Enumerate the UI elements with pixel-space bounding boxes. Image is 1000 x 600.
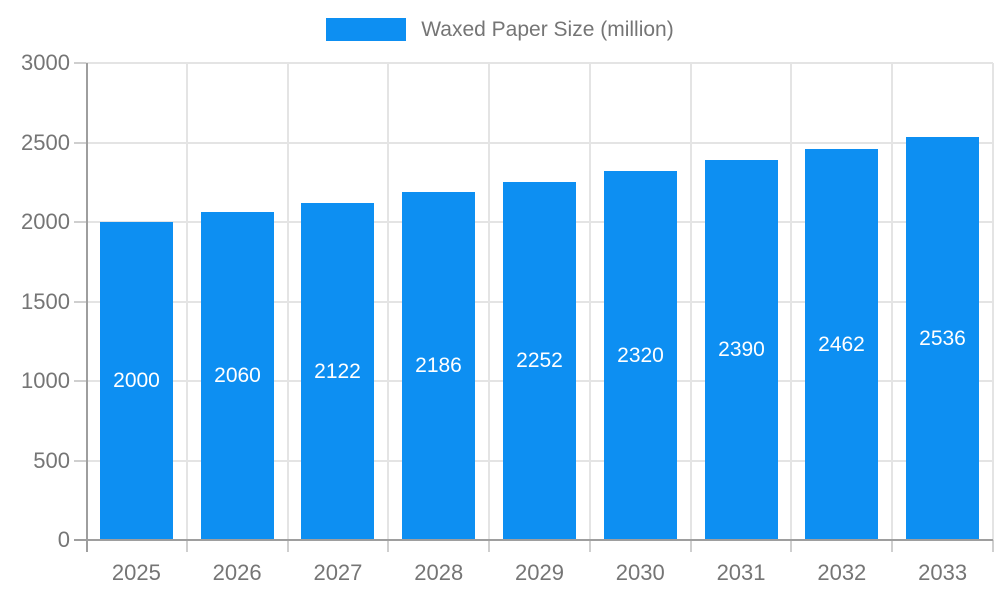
bar[interactable]: 2462 — [805, 149, 878, 540]
gridline-h — [86, 62, 993, 64]
gridline-v — [992, 63, 994, 540]
legend-swatch-icon — [326, 18, 407, 41]
bar-value-label: 2060 — [214, 364, 261, 387]
y-axis-label: 0 — [57, 527, 70, 552]
x-axis-tick — [186, 540, 188, 552]
legend: Waxed Paper Size (million) — [0, 18, 1000, 41]
gridline-v — [690, 63, 692, 540]
gridline-h — [86, 142, 993, 144]
x-axis-label: 2032 — [817, 560, 867, 585]
bar[interactable]: 2060 — [201, 212, 274, 540]
gridline-v — [186, 63, 188, 540]
bar-value-label: 2252 — [516, 349, 563, 372]
bar-value-label: 2186 — [415, 354, 462, 377]
bar-value-label: 2462 — [818, 332, 865, 356]
bar[interactable]: 2122 — [301, 203, 374, 540]
x-axis-label: 2027 — [313, 560, 363, 585]
x-axis-tick — [287, 540, 289, 552]
x-axis-label: 2028 — [414, 560, 464, 585]
x-axis-label: 2031 — [716, 560, 766, 585]
bar-value-label: 2000 — [113, 369, 160, 392]
y-axis-tick — [74, 460, 86, 462]
x-axis-tick — [387, 540, 389, 552]
x-axis-tick — [992, 540, 994, 552]
gridline-v — [387, 63, 389, 540]
legend-item[interactable]: Waxed Paper Size (million) — [326, 18, 674, 41]
x-axis-tick — [488, 540, 490, 552]
x-axis-label: 2033 — [918, 560, 968, 585]
bar-value-label: 2320 — [617, 343, 664, 367]
y-axis-tick — [74, 380, 86, 382]
y-axis-line — [86, 63, 88, 552]
y-axis-tick — [74, 142, 86, 144]
bar[interactable]: 2390 — [705, 160, 778, 540]
y-axis-tick — [74, 221, 86, 223]
bar[interactable]: 2320 — [604, 171, 677, 540]
bar[interactable]: 2252 — [503, 182, 576, 540]
bar-value-label: 2390 — [718, 338, 765, 361]
x-axis-label: 2025 — [111, 560, 161, 585]
x-axis-tick — [690, 540, 692, 552]
y-axis-label: 500 — [33, 448, 70, 473]
x-axis-tick — [589, 540, 591, 552]
gridline-v — [790, 63, 792, 540]
bar-value-label: 2122 — [314, 359, 361, 383]
y-axis-label: 2500 — [21, 130, 70, 155]
bar[interactable]: 2536 — [906, 137, 979, 540]
gridline-v — [287, 63, 289, 540]
x-axis-label: 2026 — [212, 560, 262, 585]
gridline-v — [589, 63, 591, 540]
y-axis-tick — [74, 62, 86, 64]
bar[interactable]: 2000 — [100, 222, 173, 540]
legend-label: Waxed Paper Size (million) — [421, 18, 674, 41]
x-axis-tick — [790, 540, 792, 552]
y-axis-label: 2000 — [21, 209, 70, 234]
bar-value-label: 2536 — [919, 326, 966, 350]
bar[interactable]: 2186 — [402, 192, 475, 540]
y-axis-label: 1500 — [21, 289, 70, 314]
y-axis-label: 1000 — [21, 368, 70, 393]
gridline-v — [891, 63, 893, 540]
x-axis-label: 2030 — [615, 560, 665, 585]
y-axis-label: 3000 — [21, 50, 70, 75]
x-axis-label: 2029 — [515, 560, 564, 585]
y-axis-tick — [74, 301, 86, 303]
x-axis-line — [74, 539, 993, 541]
x-axis-tick — [891, 540, 893, 552]
gridline-v — [488, 63, 490, 540]
